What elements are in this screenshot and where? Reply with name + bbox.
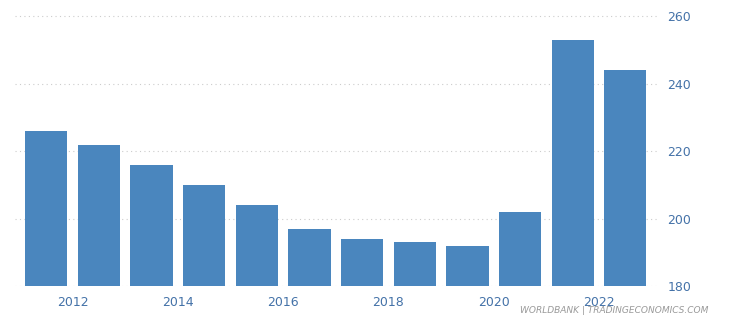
Bar	[446, 246, 488, 286]
Bar	[183, 185, 226, 286]
Bar	[499, 212, 541, 286]
Bar	[393, 242, 436, 286]
Bar	[604, 71, 647, 286]
Bar	[341, 239, 383, 286]
Bar	[288, 229, 331, 286]
Bar	[78, 145, 120, 286]
Text: WORLDBANK | TRADINGECONOMICS.COM: WORLDBANK | TRADINGECONOMICS.COM	[520, 306, 708, 315]
Bar	[236, 205, 278, 286]
Bar	[25, 131, 67, 286]
Bar	[552, 40, 593, 286]
Bar	[131, 165, 172, 286]
